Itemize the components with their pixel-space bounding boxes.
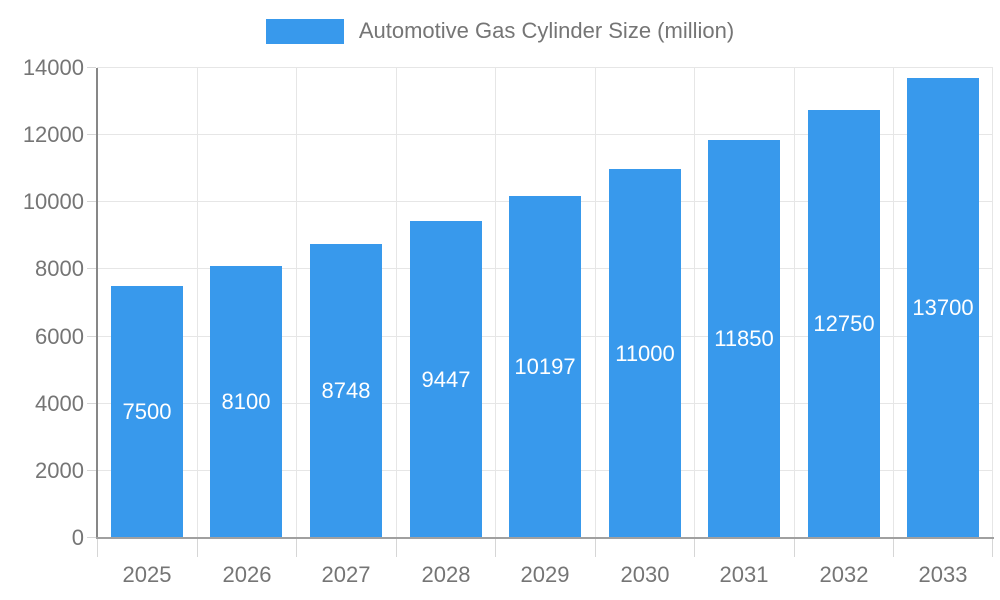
y-tick-label: 4000 — [35, 391, 84, 416]
v-gridline — [296, 68, 297, 538]
x-tick-label: 2026 — [222, 562, 272, 587]
y-tick — [87, 403, 96, 404]
x-tick-label: 2028 — [421, 562, 471, 587]
bar-value-label: 9447 — [421, 366, 471, 392]
y-tick-label: 0 — [71, 525, 84, 550]
bar-value-label: 7500 — [122, 399, 172, 424]
bar[interactable]: 7500 — [111, 286, 183, 538]
v-gridline — [694, 68, 695, 538]
bar-value-label: 10197 — [514, 354, 576, 379]
y-tick — [87, 537, 96, 538]
x-tick-label: 2027 — [321, 562, 371, 587]
y-tick — [87, 134, 96, 135]
legend-swatch-icon — [265, 18, 344, 44]
v-gridline — [893, 68, 894, 538]
bar[interactable]: 11000 — [609, 169, 681, 538]
v-gridline — [396, 68, 397, 538]
x-tick-label: 2032 — [819, 562, 869, 587]
x-tick — [794, 539, 795, 557]
y-axis-ticks — [0, 67, 96, 538]
x-tick — [97, 539, 98, 557]
x-tick-label: 2030 — [620, 562, 670, 587]
bar-value-label: 12750 — [813, 311, 875, 336]
y-tick — [87, 470, 96, 471]
y-tick-label: 6000 — [35, 324, 84, 349]
bar[interactable]: 9447 — [410, 221, 482, 538]
y-axis-labels: 0 2000 4000 6000 8000 10000 12000 14000 — [0, 55, 84, 550]
bar[interactable]: 10197 — [509, 196, 581, 538]
h-gridline — [97, 67, 993, 68]
y-tick — [87, 268, 96, 269]
x-tick — [396, 539, 397, 557]
v-gridline — [595, 68, 596, 538]
x-tick-label: 2031 — [719, 562, 769, 587]
plot-area: 7500 8100 8748 9447 10197 11000 11850 12750 1370… — [97, 67, 993, 538]
legend[interactable]: Automotive Gas Cylinder Size (million) — [0, 16, 1000, 46]
y-tick-label: 12000 — [22, 122, 84, 147]
bar[interactable]: 11850 — [708, 140, 780, 538]
y-axis-line — [96, 68, 98, 538]
x-tick — [197, 539, 198, 557]
x-tick-label: 2029 — [520, 562, 570, 587]
bar[interactable]: 13700 — [907, 78, 979, 538]
bar[interactable]: 12750 — [808, 110, 880, 538]
y-tick — [87, 336, 96, 337]
bar-value-label: 11850 — [714, 326, 774, 351]
bar-value-label: 13700 — [912, 295, 974, 320]
y-tick — [87, 67, 96, 68]
v-gridline — [992, 68, 993, 538]
bar[interactable]: 8100 — [210, 266, 282, 538]
x-axis-line — [96, 537, 994, 539]
x-axis-ticks — [97, 539, 993, 557]
x-tick — [694, 539, 695, 557]
bar-value-label: 8100 — [221, 389, 271, 414]
x-tick — [296, 539, 297, 557]
x-tick-label: 2025 — [122, 562, 172, 587]
y-tick-label: 2000 — [35, 458, 84, 483]
y-tick — [87, 201, 96, 202]
y-tick-label: 14000 — [22, 55, 84, 80]
bar-value-label: 8748 — [321, 378, 371, 403]
x-tick — [992, 539, 993, 557]
v-gridline — [197, 68, 198, 538]
legend-label: Automotive Gas Cylinder Size (million) — [358, 18, 735, 43]
y-tick-label: 8000 — [35, 256, 84, 281]
x-tick-label: 2033 — [918, 562, 968, 587]
bar-value-label: 11000 — [615, 340, 675, 366]
v-gridline — [794, 68, 795, 538]
x-tick — [595, 539, 596, 557]
x-tick — [495, 539, 496, 557]
v-gridline — [495, 68, 496, 538]
x-axis-labels: 2025 2026 2027 2028 2029 2030 2031 2032 2033 — [97, 561, 993, 591]
bar[interactable]: 8748 — [310, 244, 382, 538]
y-tick-label: 10000 — [22, 189, 84, 214]
x-tick — [893, 539, 894, 557]
h-gridline — [97, 134, 993, 135]
